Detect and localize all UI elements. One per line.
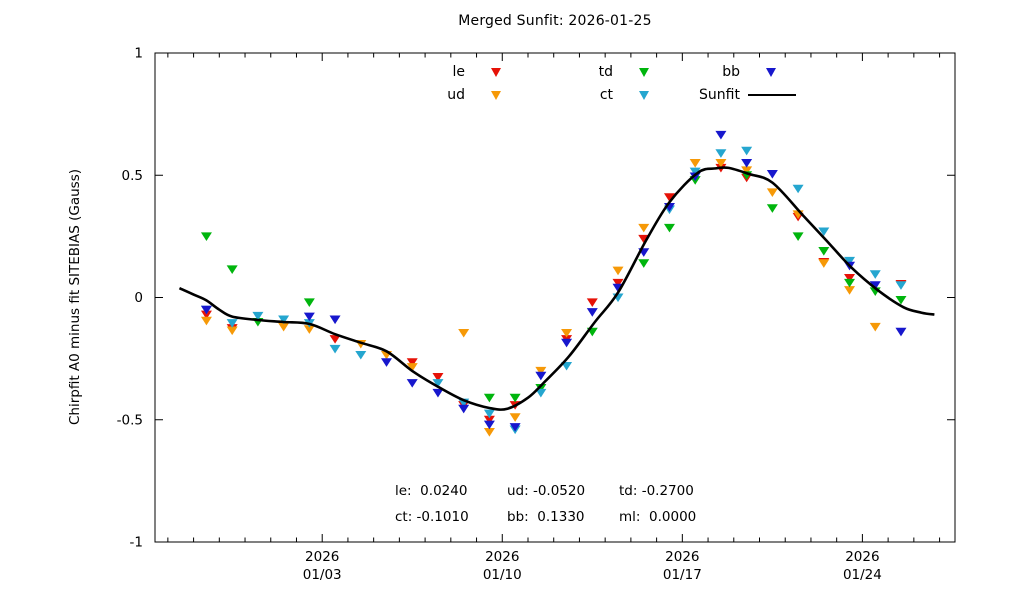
fit-stat-bb: bb: 0.1330 <box>507 509 585 525</box>
le-marker-icon <box>491 67 501 77</box>
tick-labels: 1 0.5 0 -0.5 -1 2026 01/03 2026 01/10 2026 01/17 20… <box>117 46 882 584</box>
svg-text:-1: -1 <box>130 535 143 551</box>
svg-text:-0.5: -0.5 <box>117 412 143 428</box>
sunfit-line-icon <box>748 93 796 97</box>
series-ud <box>200 159 881 437</box>
svg-text:01/10: 01/10 <box>483 567 522 583</box>
series-bb <box>200 130 907 432</box>
td-marker-icon <box>639 67 649 77</box>
legend-item-td: td <box>538 63 649 81</box>
legend-label-ct: ct <box>599 87 613 103</box>
svg-text:2026: 2026 <box>845 549 879 565</box>
svg-text:01/03: 01/03 <box>303 567 342 583</box>
fit-stat-le: le: 0.0240 <box>395 483 468 499</box>
legend-item-sunfit: Sunfit <box>615 86 796 104</box>
legend-item-ud: ud <box>390 86 501 104</box>
fit-stat-ml: ml: 0.0000 <box>619 509 697 525</box>
svg-text:1: 1 <box>134 46 143 62</box>
legend-label-le: le <box>452 64 465 80</box>
legend-item-ct: ct <box>538 86 649 104</box>
legend-item-le: le <box>390 63 501 81</box>
legend-label-bb: bb <box>722 64 740 80</box>
axes <box>154 52 956 543</box>
legend-item-bb: bb <box>665 63 776 81</box>
chart-title: Merged Sunfit: 2026-01-25 <box>458 13 652 29</box>
fit-stat-ud: ud: -0.0520 <box>507 483 586 499</box>
svg-text:01/17: 01/17 <box>663 567 702 583</box>
svg-text:2026: 2026 <box>485 549 519 565</box>
series-le <box>200 163 907 425</box>
legend-label-td: td <box>598 64 613 80</box>
legend-label-ud: ud <box>447 87 465 103</box>
svg-text:2026: 2026 <box>305 549 339 565</box>
svg-text:0: 0 <box>134 290 143 306</box>
ct-marker-icon <box>639 90 649 100</box>
legend-label-sunfit: Sunfit <box>699 87 740 103</box>
svg-text:2026: 2026 <box>665 549 699 565</box>
fit-stat-td: td: -0.2700 <box>619 483 694 499</box>
svg-text:01/24: 01/24 <box>843 567 882 583</box>
series-ct <box>200 146 907 435</box>
series-td <box>200 171 907 403</box>
ud-marker-icon <box>491 90 501 100</box>
bb-marker-icon <box>766 67 776 77</box>
fit-stat-ct: ct: -0.1010 <box>395 509 469 525</box>
sunfit-curve <box>178 166 935 411</box>
svg-text:0.5: 0.5 <box>122 168 143 184</box>
